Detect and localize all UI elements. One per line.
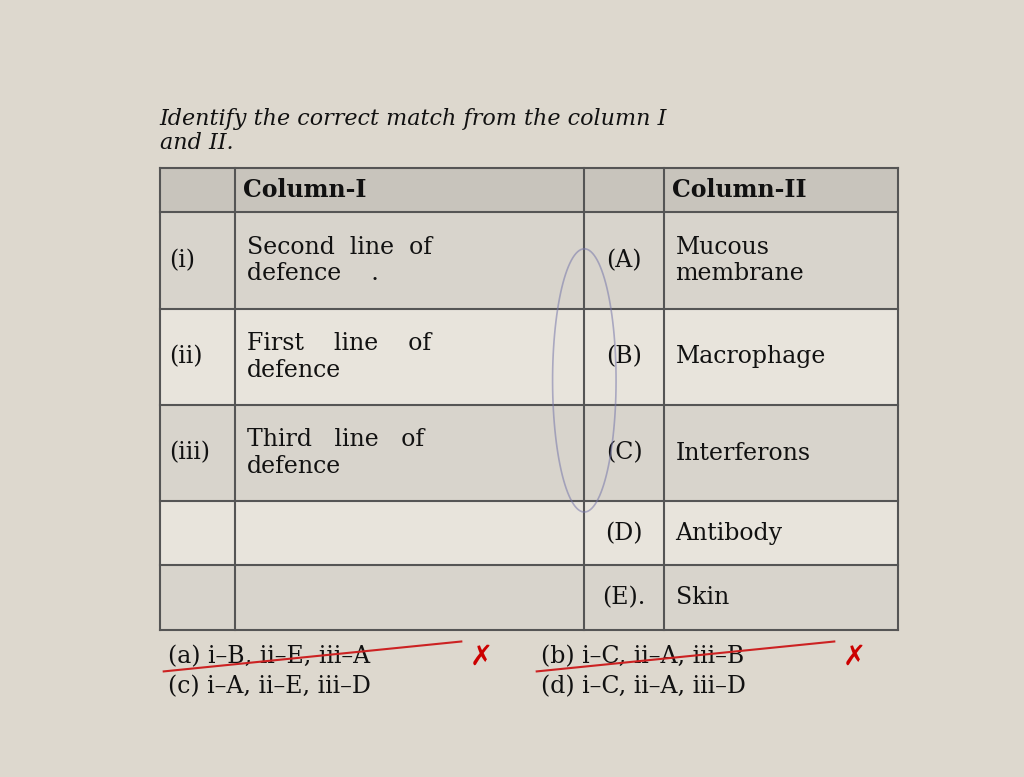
Text: Skin: Skin <box>676 586 729 609</box>
Text: (a) i–B, ii–E, iii–A: (a) i–B, ii–E, iii–A <box>168 645 370 668</box>
Text: Mucous
membrane: Mucous membrane <box>676 235 804 285</box>
Text: (i): (i) <box>169 249 196 272</box>
Text: Column-I: Column-I <box>243 178 367 202</box>
Text: ✗: ✗ <box>469 643 493 671</box>
Text: (c) i–A, ii–E, iii–D: (c) i–A, ii–E, iii–D <box>168 675 371 698</box>
Text: Third   line   of
defence: Third line of defence <box>247 428 424 478</box>
Text: Macrophage: Macrophage <box>676 345 826 368</box>
Bar <box>160 168 898 212</box>
Text: First    line    of
defence: First line of defence <box>247 332 431 382</box>
Text: Antibody: Antibody <box>676 522 782 545</box>
Text: (d) i–C, ii–A, iii–D: (d) i–C, ii–A, iii–D <box>541 675 745 698</box>
Text: (iii): (iii) <box>169 441 210 465</box>
Text: (B): (B) <box>606 345 642 368</box>
Text: ✗: ✗ <box>842 643 865 671</box>
Text: (ii): (ii) <box>169 345 203 368</box>
Text: (b) i–C, ii–A, iii–B: (b) i–C, ii–A, iii–B <box>541 645 743 668</box>
Text: Interferons: Interferons <box>676 441 811 465</box>
Text: and II.: and II. <box>160 132 233 154</box>
Text: (A): (A) <box>606 249 642 272</box>
Text: Second  line  of
defence    .: Second line of defence . <box>247 235 432 285</box>
Text: (E).: (E). <box>602 586 646 609</box>
Text: Identify the correct match from the column I: Identify the correct match from the colu… <box>160 108 667 131</box>
Text: Column-II: Column-II <box>672 178 806 202</box>
Text: (D): (D) <box>605 522 643 545</box>
Text: (C): (C) <box>605 441 642 465</box>
